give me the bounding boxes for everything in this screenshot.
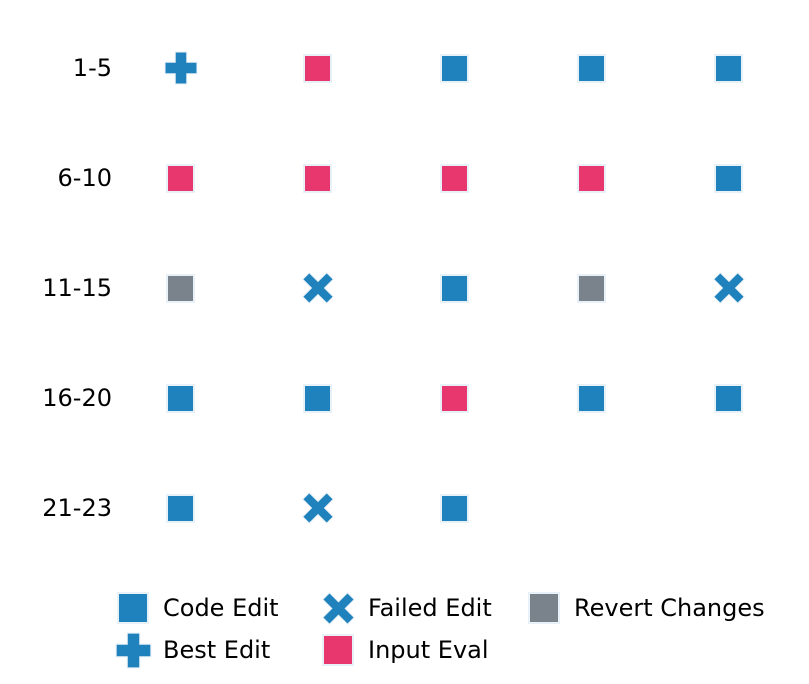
legend-label: Revert Changes: [574, 594, 765, 622]
grid-row-21-23: 21-23: [0, 453, 809, 563]
legend-marker-box: [318, 591, 358, 625]
input-eval-marker-icon: [166, 163, 195, 193]
legend-item-best-edit: Best Edit: [113, 631, 318, 669]
grid-cell: [660, 13, 797, 123]
code-edit-marker-icon: [303, 383, 332, 413]
legend: Code Edit Failed Edit Revert Changes Best E…: [113, 589, 809, 669]
input-eval-marker-icon: [440, 163, 469, 193]
legend-label: Code Edit: [163, 594, 279, 622]
row-label: 11-15: [42, 274, 112, 302]
grid-cell: [523, 13, 660, 123]
code-edit-marker-icon: [714, 383, 743, 413]
code-edit-marker-icon: [166, 493, 195, 523]
grid-cell: [249, 123, 386, 233]
legend-label: Failed Edit: [368, 594, 492, 622]
legend-item-code-edit: Code Edit: [113, 589, 318, 627]
legend-item-revert-changes: Revert Changes: [524, 589, 809, 627]
grid-cell: [112, 13, 249, 123]
code-edit-marker-icon: [714, 53, 743, 83]
grid-cell: [112, 123, 249, 233]
legend-label: Input Eval: [368, 636, 489, 664]
grid-cell: [112, 233, 249, 343]
code-edit-marker-icon: [577, 383, 606, 413]
code-edit-marker-icon: [117, 592, 149, 624]
best-edit-marker-icon: [163, 51, 198, 85]
grid-cell: [249, 453, 386, 563]
code-edit-marker-icon: [440, 493, 469, 523]
failed-edit-marker-icon: [321, 591, 355, 625]
grid-row-11-15: 11-15: [0, 233, 809, 343]
failed-edit-marker-icon: [301, 272, 334, 304]
input-eval-marker-icon: [303, 163, 332, 193]
grid-cell: [249, 343, 386, 453]
grid-cell: [112, 343, 249, 453]
grid-cell: [386, 343, 523, 453]
legend-marker-box: [318, 634, 358, 666]
input-eval-marker-icon: [577, 163, 606, 193]
legend-item-input-eval: Input Eval: [318, 631, 524, 669]
grid-cell: [249, 13, 386, 123]
plot-area: 1-5 6-10 11-15 16-20 21-23: [0, 13, 809, 563]
grid-row-6-10: 6-10: [0, 123, 809, 233]
input-eval-marker-icon: [303, 53, 332, 83]
grid-cell: [523, 233, 660, 343]
legend-marker-box: [524, 592, 564, 624]
code-edit-marker-icon: [714, 163, 743, 193]
grid-cell: [386, 233, 523, 343]
grid-cell: [660, 343, 797, 453]
input-eval-marker-icon: [440, 383, 469, 413]
row-label: 1-5: [72, 54, 112, 82]
grid-cell: [660, 123, 797, 233]
grid-cell: [249, 233, 386, 343]
failed-edit-marker-icon: [712, 272, 745, 304]
revert-changes-marker-icon: [577, 273, 606, 303]
row-label: 21-23: [42, 494, 112, 522]
failed-edit-marker-icon: [301, 492, 334, 524]
grid-cell-empty: [660, 453, 797, 563]
grid-cell: [386, 123, 523, 233]
revert-changes-marker-icon: [528, 592, 560, 624]
grid-cell: [660, 233, 797, 343]
grid-cell: [112, 453, 249, 563]
legend-item-failed-edit: Failed Edit: [318, 589, 524, 627]
legend-label: Best Edit: [163, 636, 271, 664]
code-edit-marker-icon: [166, 383, 195, 413]
revert-changes-marker-icon: [166, 273, 195, 303]
grid-row-16-20: 16-20: [0, 343, 809, 453]
row-label: 6-10: [57, 164, 112, 192]
best-edit-marker-icon: [115, 632, 151, 668]
grid-cell: [523, 123, 660, 233]
legend-marker-box: [113, 632, 153, 669]
code-edit-marker-icon: [577, 53, 606, 83]
row-label: 16-20: [42, 384, 112, 412]
code-edit-marker-icon: [440, 53, 469, 83]
input-eval-marker-icon: [322, 634, 354, 666]
legend-marker-box: [113, 592, 153, 624]
code-edit-marker-icon: [440, 273, 469, 303]
grid-row-1-5: 1-5: [0, 13, 809, 123]
grid-cell-empty: [523, 453, 660, 563]
grid-cell: [523, 343, 660, 453]
grid-cell: [386, 453, 523, 563]
grid-cell: [386, 13, 523, 123]
